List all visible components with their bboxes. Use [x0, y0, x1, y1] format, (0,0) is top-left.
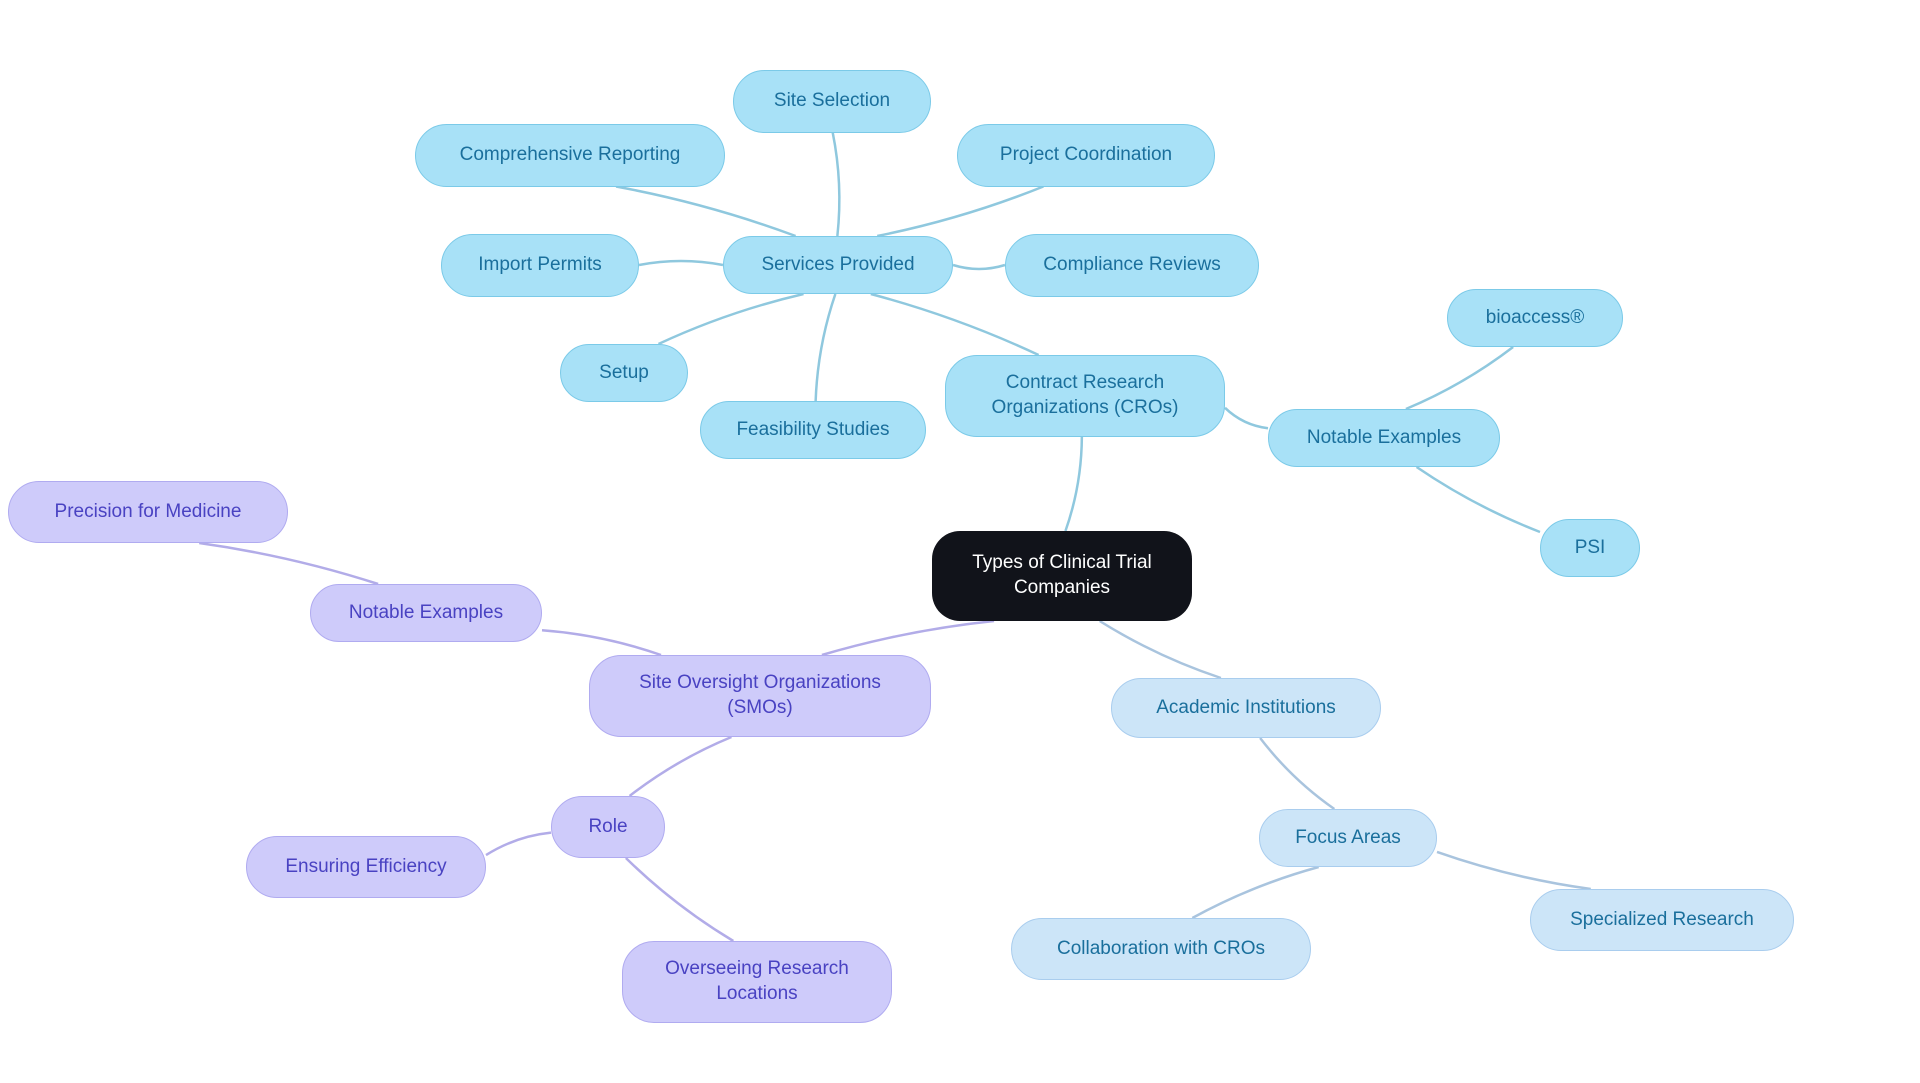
node-efficiency: Ensuring Efficiency	[246, 836, 486, 898]
edge-root-acad	[1100, 621, 1221, 678]
edge-cro-notable_cro	[1225, 408, 1268, 428]
node-reporting: Comprehensive Reporting	[415, 124, 725, 187]
edge-root-smo	[822, 621, 994, 655]
node-cro: Contract Research Organizations (CROs)	[945, 355, 1225, 437]
node-focus: Focus Areas	[1259, 809, 1437, 867]
edge-cro-services	[871, 294, 1039, 355]
node-setup: Setup	[560, 344, 688, 402]
edge-notable_cro-psi	[1417, 467, 1540, 532]
edge-notable_smo-precision	[199, 543, 378, 584]
edge-notable_cro-bioaccess	[1406, 347, 1513, 409]
edge-services-siteselection	[833, 133, 840, 237]
node-root: Types of Clinical Trial Companies	[932, 531, 1192, 621]
node-compliance: Compliance Reviews	[1005, 234, 1259, 297]
node-bioaccess: bioaccess®	[1447, 289, 1623, 347]
node-notable_cro: Notable Examples	[1268, 409, 1500, 467]
edge-services-feasibility	[816, 294, 836, 401]
edge-root-cro	[1065, 437, 1081, 531]
edge-smo-role	[630, 737, 732, 796]
node-feasibility: Feasibility Studies	[700, 401, 926, 459]
node-overseeing: Overseeing Research Locations	[622, 941, 892, 1023]
node-notable_smo: Notable Examples	[310, 584, 542, 642]
edge-services-setup	[658, 294, 803, 344]
node-acad: Academic Institutions	[1111, 678, 1381, 738]
node-services: Services Provided	[723, 236, 953, 294]
edge-services-reporting	[616, 187, 796, 237]
edge-services-importpermits	[639, 261, 723, 265]
node-specialized: Specialized Research	[1530, 889, 1794, 951]
edge-smo-notable_smo	[542, 630, 661, 655]
node-role: Role	[551, 796, 665, 858]
node-siteselection: Site Selection	[733, 70, 931, 133]
node-smo: Site Oversight Organizations (SMOs)	[589, 655, 931, 737]
edge-focus-specialized	[1437, 852, 1591, 889]
node-psi: PSI	[1540, 519, 1640, 577]
edge-acad-focus	[1260, 738, 1334, 809]
node-projectcoord: Project Coordination	[957, 124, 1215, 187]
edge-role-efficiency	[486, 833, 551, 855]
edge-role-overseeing	[626, 858, 733, 941]
edge-services-projectcoord	[877, 187, 1043, 237]
node-precision: Precision for Medicine	[8, 481, 288, 543]
node-collab: Collaboration with CROs	[1011, 918, 1311, 980]
edge-focus-collab	[1192, 867, 1318, 918]
edge-services-compliance	[953, 265, 1005, 269]
node-importpermits: Import Permits	[441, 234, 639, 297]
